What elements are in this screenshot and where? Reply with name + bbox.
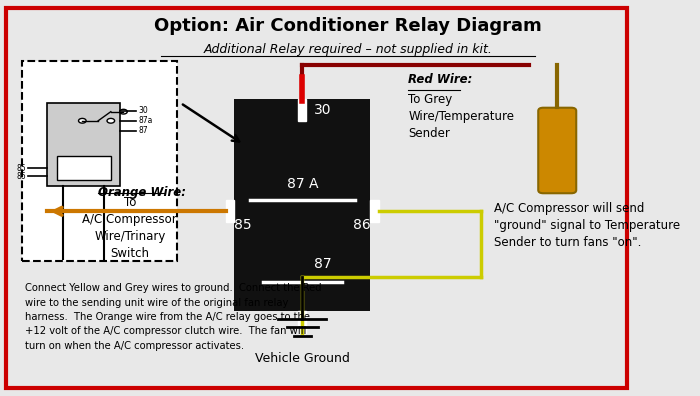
Text: To
A/C Compressor
Wire/Trinary
Switch: To A/C Compressor Wire/Trinary Switch	[83, 196, 177, 260]
Text: Vehicle Ground: Vehicle Ground	[255, 352, 350, 366]
Text: 86: 86	[17, 172, 27, 181]
Text: 30: 30	[314, 103, 331, 117]
Text: Additional Relay required – not supplied in kit.: Additional Relay required – not supplied…	[204, 43, 493, 56]
Text: 87a: 87a	[138, 116, 153, 125]
FancyBboxPatch shape	[538, 108, 576, 193]
Text: 87 A: 87 A	[286, 177, 318, 191]
Text: 86: 86	[353, 218, 370, 232]
Text: 87: 87	[138, 126, 148, 135]
Text: Connect Yellow and Grey wires to ground.  Connect the Red
wire to the sending un: Connect Yellow and Grey wires to ground.…	[25, 283, 322, 351]
Text: Option: Air Conditioner Relay Diagram: Option: Air Conditioner Relay Diagram	[155, 17, 542, 35]
Bar	[298, 99, 307, 121]
Text: Red Wire:: Red Wire:	[408, 73, 472, 86]
Text: 85: 85	[234, 218, 252, 232]
Text: 85: 85	[17, 164, 27, 173]
Circle shape	[78, 118, 86, 123]
Bar	[226, 200, 234, 222]
Bar	[370, 200, 379, 222]
Bar	[22, 61, 177, 261]
Text: Orange Wire:: Orange Wire:	[98, 186, 186, 199]
Bar	[234, 99, 370, 311]
Text: A/C Compressor will send
"ground" signal to Temperature
Sender to turn fans "on": A/C Compressor will send "ground" signal…	[494, 202, 680, 249]
Text: To Grey
Wire/Temperature
Sender: To Grey Wire/Temperature Sender	[408, 93, 514, 140]
Bar	[57, 156, 111, 180]
Text: 30: 30	[138, 107, 148, 115]
Bar	[298, 311, 307, 333]
Circle shape	[107, 118, 115, 123]
Bar	[48, 103, 120, 186]
Text: 87: 87	[314, 257, 331, 271]
Circle shape	[120, 109, 127, 114]
